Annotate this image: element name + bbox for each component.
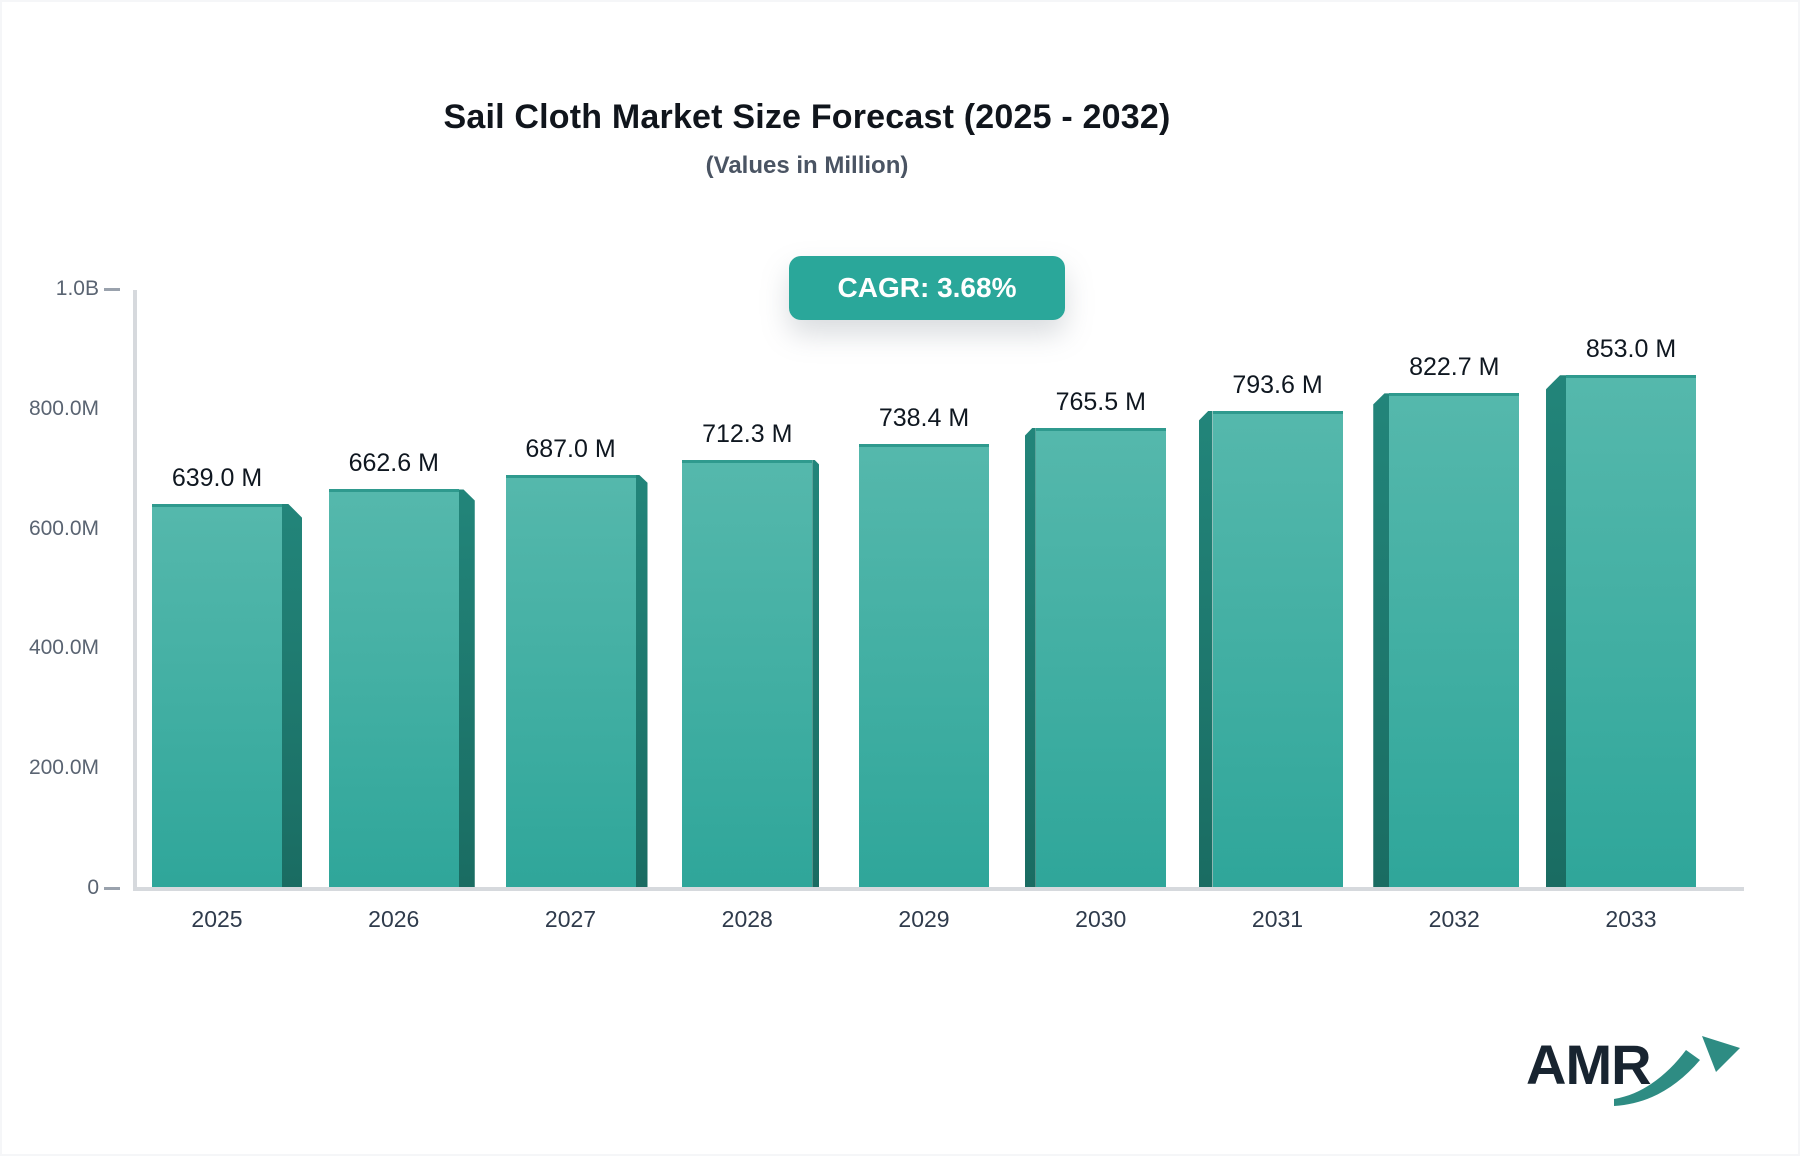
y-axis-line <box>133 290 137 891</box>
x-axis-label: 2033 <box>1605 906 1657 932</box>
bar-3d-side <box>1546 375 1566 887</box>
bar-3d-side <box>1198 410 1213 887</box>
bar <box>1566 375 1696 887</box>
y-axis-label: 1.0B <box>55 277 99 300</box>
bar <box>505 474 636 887</box>
bar <box>859 443 989 887</box>
bar-value-label: 712.3 M <box>702 419 793 448</box>
bar-value-label: 738.4 M <box>878 403 970 432</box>
bar <box>1212 410 1343 887</box>
x-axis-label: 2026 <box>368 906 420 932</box>
chart-title: Sail Cloth Market Size Forecast (2025 - … <box>443 98 1171 136</box>
bar-3d-side <box>812 459 820 887</box>
growth-arrow-icon <box>1614 1036 1740 1106</box>
x-axis-label: 2027 <box>544 906 597 932</box>
y-axis-label: 600.0M <box>28 516 99 540</box>
bar-value-label: 793.6 M <box>1232 370 1323 399</box>
bar-3d-side <box>458 489 475 887</box>
x-axis-label: 2029 <box>898 906 950 932</box>
y-axis-label: 800.0M <box>28 396 99 420</box>
bar-3d-side <box>1024 427 1036 887</box>
x-axis-line <box>133 887 1744 891</box>
y-axis-tick <box>104 288 120 291</box>
y-axis-tick <box>104 887 120 890</box>
x-axis-label: 2028 <box>721 906 773 932</box>
cagr-badge-label: CAGR: 3.68% <box>837 272 1017 303</box>
bar <box>682 459 813 887</box>
bar <box>328 489 459 887</box>
bar-3d-side <box>635 474 648 887</box>
y-axis-label: 400.0M <box>28 636 99 660</box>
bar <box>1389 393 1520 887</box>
brand-logo-text: AMR <box>1526 1033 1652 1096</box>
bar <box>152 503 282 887</box>
bar-value-label: 765.5 M <box>1055 387 1146 416</box>
bar <box>1035 427 1166 887</box>
brand-logo: AMR <box>1526 1032 1740 1122</box>
y-axis-label: 200.0M <box>28 756 99 780</box>
bar-value-label: 687.0 M <box>525 434 616 463</box>
x-axis-label: 2031 <box>1251 906 1304 932</box>
x-axis-label: 2030 <box>1075 906 1127 932</box>
y-axis-label: 0 <box>87 876 99 899</box>
cagr-badge: CAGR: 3.68% <box>789 256 1065 320</box>
bar-3d-side <box>1373 393 1390 887</box>
x-axis-label: 2032 <box>1428 906 1480 932</box>
bar-value-label: 639.0 M <box>171 463 263 492</box>
bar-3d-side <box>282 503 302 887</box>
bar-value-label: 662.6 M <box>348 449 439 478</box>
x-axis-label: 2025 <box>191 906 243 932</box>
chart-subtitle: (Values in Million) <box>705 152 909 179</box>
bar-value-label: 822.7 M <box>1409 353 1500 382</box>
bar-value-label: 853.0 M <box>1585 335 1677 364</box>
